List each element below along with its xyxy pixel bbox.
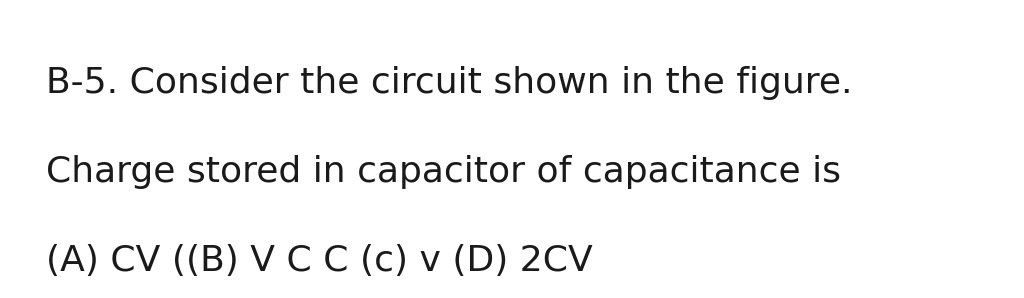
Text: Charge stored in capacitor of capacitance is: Charge stored in capacitor of capacitanc…	[46, 155, 841, 189]
Text: B-5. Consider the circuit shown in the figure.: B-5. Consider the circuit shown in the f…	[46, 66, 853, 100]
Text: (A) CV ((B) V C C (c) v (D) 2CV: (A) CV ((B) V C C (c) v (D) 2CV	[46, 244, 593, 278]
